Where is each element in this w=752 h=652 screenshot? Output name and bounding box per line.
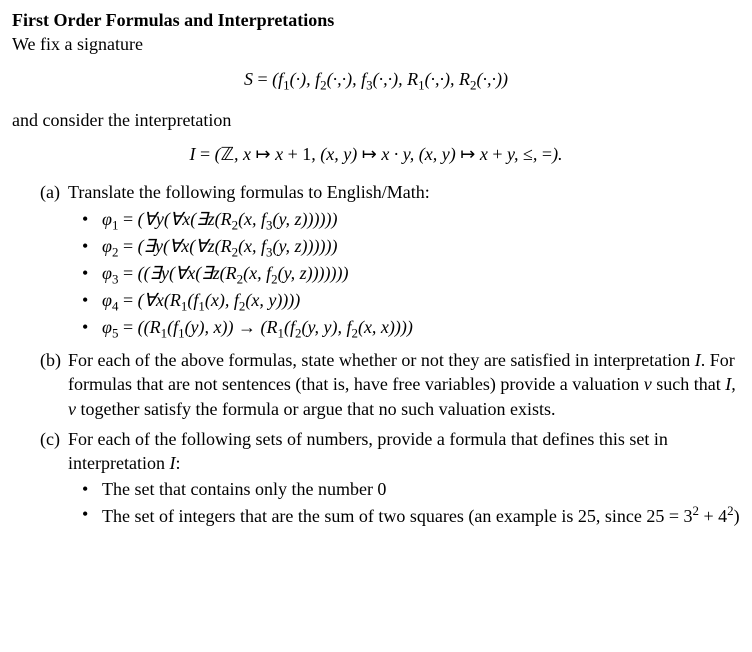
part-b-label: (b) bbox=[40, 348, 68, 372]
bullet-icon: • bbox=[82, 288, 102, 312]
formula-phi5: φ5 = ((R1(f1(y), x)) → (R1(f2(y, y), f2(… bbox=[102, 315, 413, 342]
bullet-text-zero: The set that contains only the number 0 bbox=[102, 477, 386, 501]
bullet-icon: • bbox=[82, 477, 102, 501]
formula-phi4: φ4 = (∀x(R1(f1(x), f2(x, y)))) bbox=[102, 288, 300, 315]
part-c: (c) For each of the following sets of nu… bbox=[40, 427, 740, 476]
formula-phi3: φ3 = ((∃y(∀x(∃z(R2(x, f2(y, z))))))) bbox=[102, 261, 349, 288]
part-a-bullets: • φ1 = (∀y(∀x(∃z(R2(x, f3(y, z)))))) • φ… bbox=[82, 207, 740, 342]
bullet-icon: • bbox=[82, 502, 102, 526]
list-item: • φ5 = ((R1(f1(y), x)) → (R1(f2(y, y), f… bbox=[82, 315, 740, 342]
formula-phi1: φ1 = (∀y(∀x(∃z(R2(x, f3(y, z)))))) bbox=[102, 207, 338, 234]
part-c-text: For each of the following sets of number… bbox=[68, 427, 740, 476]
part-b-text: For each of the above formulas, state wh… bbox=[68, 348, 740, 421]
list-item: • φ2 = (∃y(∀x(∀z(R2(x, f3(y, z)))))) bbox=[82, 234, 740, 261]
bullet-icon: • bbox=[82, 315, 102, 339]
list-item: • The set that contains only the number … bbox=[82, 477, 740, 501]
intro-line-1: We fix a signature bbox=[12, 32, 740, 56]
interpretation-formula: I = (ℤ, x ↦ x + 1, (x, y) ↦ x · y, (x, y… bbox=[12, 142, 740, 166]
list-item: • φ1 = (∀y(∀x(∃z(R2(x, f3(y, z)))))) bbox=[82, 207, 740, 234]
bullet-icon: • bbox=[82, 234, 102, 258]
bullet-icon: • bbox=[82, 207, 102, 231]
signature-formula: S = (f1(·), f2(·,·), f3(·,·), R1(·,·), R… bbox=[12, 67, 740, 94]
part-c-label: (c) bbox=[40, 427, 68, 451]
part-a: (a) Translate the following formulas to … bbox=[40, 180, 740, 204]
title: First Order Formulas and Interpretations bbox=[12, 8, 740, 32]
intro-line-2: and consider the interpretation bbox=[12, 108, 740, 132]
list-item: • The set of integers that are the sum o… bbox=[82, 502, 740, 528]
bullet-text-sumsquares: The set of integers that are the sum of … bbox=[102, 502, 740, 528]
part-a-text: Translate the following formulas to Engl… bbox=[68, 180, 740, 204]
list-item: • φ4 = (∀x(R1(f1(x), f2(x, y)))) bbox=[82, 288, 740, 315]
part-c-bullets: • The set that contains only the number … bbox=[82, 477, 740, 528]
bullet-icon: • bbox=[82, 261, 102, 285]
part-a-label: (a) bbox=[40, 180, 68, 204]
part-b: (b) For each of the above formulas, stat… bbox=[40, 348, 740, 421]
formula-phi2: φ2 = (∃y(∀x(∀z(R2(x, f3(y, z)))))) bbox=[102, 234, 338, 261]
list-item: • φ3 = ((∃y(∀x(∃z(R2(x, f2(y, z))))))) bbox=[82, 261, 740, 288]
